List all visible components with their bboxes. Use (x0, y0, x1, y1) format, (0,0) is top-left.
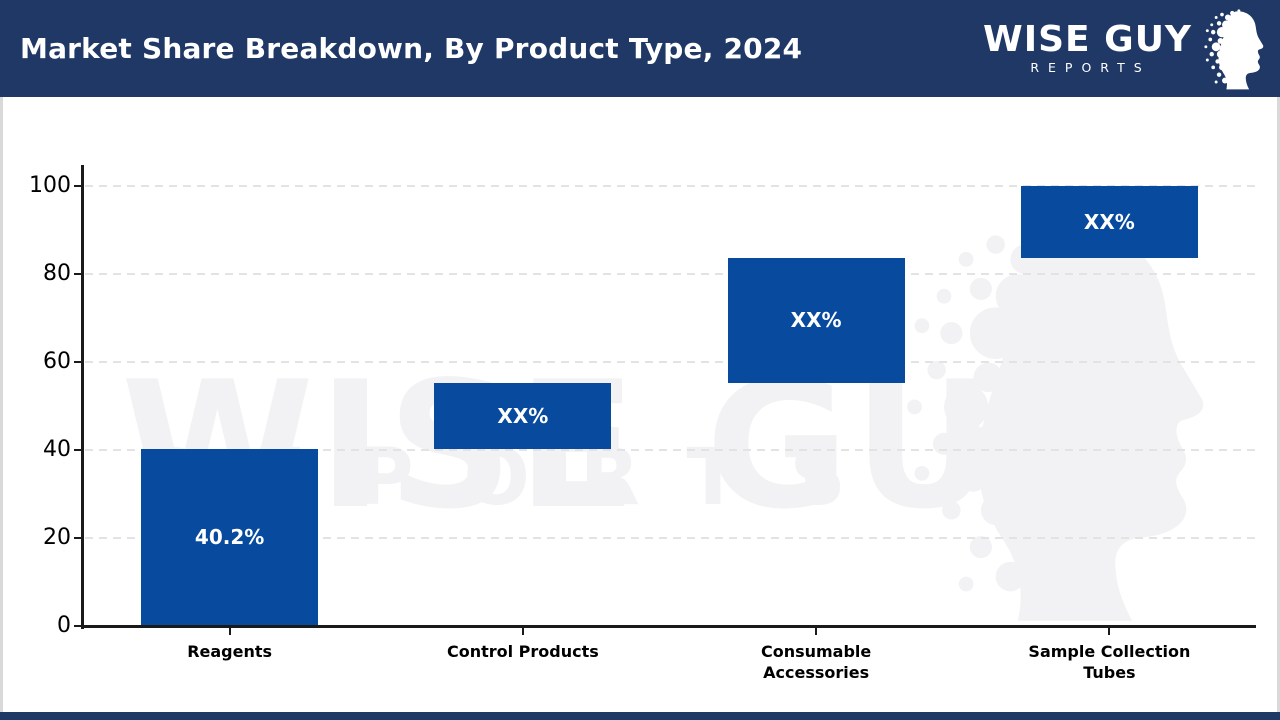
x-category-label-3: Consumable Accessories (760, 642, 872, 682)
y-tick-label-20: 20 (43, 524, 71, 550)
y-tick-label-100: 100 (29, 172, 71, 198)
y-tick-mark-0 (74, 625, 83, 627)
y-tick-mark-60 (74, 360, 83, 363)
gridline-y-60 (85, 360, 1256, 363)
y-tick-label-0: 0 (57, 613, 71, 638)
page-title: Market Share Breakdown, By Product Type,… (20, 32, 803, 65)
header-bar: Market Share Breakdown, By Product Type,… (0, 0, 1280, 97)
x-category-label-2: Control Products (446, 642, 599, 661)
brand-logo: WISE GUY REPORTS (983, 0, 1266, 97)
bar-value-label-2: XX% (497, 403, 549, 428)
y-tick-label-40: 40 (43, 436, 71, 462)
gridline-y-100 (85, 184, 1256, 187)
y-tick-label-80: 80 (43, 260, 71, 286)
x-axis-spine (81, 625, 1256, 628)
gridline-y-80 (85, 272, 1256, 275)
bar-segment-4: XX% (1020, 185, 1198, 258)
x-tick-mark-4 (1108, 627, 1111, 635)
watermark-face-icon (907, 218, 1204, 621)
bar-segment-3: XX% (727, 257, 905, 383)
brand-logo-text: WISE GUY REPORTS (983, 22, 1192, 75)
brand-wordmark: WISE GUY (982, 19, 1192, 61)
x-category-label-4: Sample Collection Tubes (1028, 642, 1191, 682)
y-axis-spine (81, 165, 84, 629)
x-tick-mark-2 (521, 627, 524, 635)
x-tick-mark-3 (815, 627, 818, 635)
bar-value-label-3: XX% (790, 308, 842, 333)
gridline-y-40 (85, 448, 1256, 451)
chart-region: WISE GUY REPORTS 0 20 40 60 80 100 40.2% XX% XX%… (0, 97, 1280, 712)
bar-value-label-4: XX% (1083, 209, 1135, 234)
wiseguy-face-icon (1204, 8, 1264, 89)
bar-value-label-1: 40.2% (194, 525, 265, 550)
y-tick-mark-80 (74, 272, 83, 275)
bar-segment-1: 40.2% (141, 448, 319, 626)
footer-bar (0, 712, 1280, 720)
brand-subtitle: REPORTS (1030, 60, 1151, 76)
y-tick-label-60: 60 (43, 348, 71, 374)
gridline-y-20 (85, 536, 1256, 539)
x-tick-mark-1 (228, 627, 231, 635)
y-tick-mark-40 (74, 448, 83, 451)
y-tick-mark-100 (74, 184, 83, 187)
bar-segment-2: XX% (434, 382, 612, 449)
y-tick-mark-20 (74, 536, 83, 539)
x-category-label-1: Reagents (187, 642, 273, 661)
